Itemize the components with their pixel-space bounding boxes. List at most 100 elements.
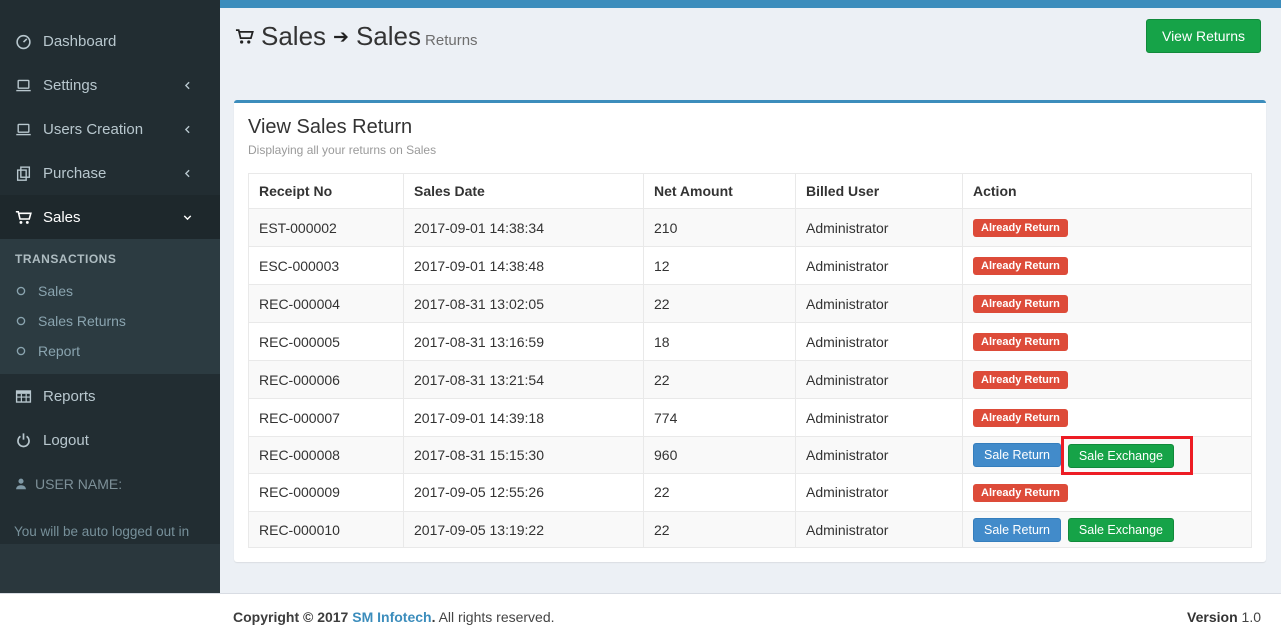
sidebar: Dashboard Settings Users Creation Purchase S… [0, 0, 220, 593]
sidebar-item-settings[interactable]: Settings [0, 63, 220, 107]
circle-icon [15, 315, 27, 327]
sale-return-button[interactable]: Sale Return [973, 443, 1062, 468]
cell-billed-user: Administrator [795, 208, 963, 247]
submenu-item-label: Sales Returns [38, 313, 126, 329]
sales-returns-table: Receipt No Sales Date Net Amount Billed Use… [248, 173, 1252, 549]
cell-receipt-no: REC-000005 [248, 322, 404, 361]
breadcrumb-secondary: Sales [355, 21, 422, 51]
copyright-dot: . [431, 608, 436, 625]
table-header-row: Receipt No Sales Date Net Amount Billed Use… [248, 173, 1252, 209]
cell-net-amount: 960 [643, 436, 796, 474]
cell-receipt-no: REC-000010 [248, 510, 404, 549]
sidebar-item-dashboard[interactable]: Dashboard [0, 19, 220, 63]
content-header: Sales ➔ Sales Returns View Returns [220, 8, 1281, 100]
cell-billed-user: Administrator [795, 436, 963, 474]
submenu-item-sales-returns[interactable]: Sales Returns [0, 306, 220, 336]
cell-sales-date: 2017-08-31 13:16:59 [403, 322, 644, 361]
cell-net-amount: 210 [643, 208, 796, 247]
cell-sales-date: 2017-08-31 13:02:05 [403, 284, 644, 323]
sale-return-button[interactable]: Sale Return [973, 518, 1062, 543]
already-return-badge: Already Return [973, 295, 1068, 313]
column-header-billed-user: Billed User [795, 173, 963, 209]
cell-action: Already Return [962, 360, 1252, 399]
page-title: Sales ➔ Sales Returns [234, 21, 1266, 52]
panel-subtitle: Displaying all your returns on Sales [248, 143, 437, 157]
column-header-receipt-no: Receipt No [248, 173, 404, 209]
cell-sales-date: 2017-09-01 14:38:34 [403, 208, 644, 247]
sale-exchange-button[interactable]: Sale Exchange [1067, 443, 1174, 468]
sidebar-item-purchase[interactable]: Purchase [0, 151, 220, 195]
already-return-badge: Already Return [973, 219, 1068, 237]
table-row-rec-000009: REC-000009 2017-09-05 12:55:26 22 Administr… [248, 472, 1252, 512]
already-return-badge: Already Return [973, 257, 1068, 275]
user-icon [14, 477, 28, 491]
cart-icon [15, 209, 32, 226]
submenu-item-report[interactable]: Report [0, 336, 220, 366]
already-return-badge: Already Return [973, 333, 1068, 351]
cell-sales-date: 2017-09-05 12:55:26 [403, 472, 644, 512]
column-header-action: Action [962, 173, 1252, 209]
circle-icon [15, 285, 27, 297]
table-row-rec-000005: REC-000005 2017-08-31 13:16:59 18 Administr… [248, 322, 1252, 361]
sidebar-menu: Dashboard Settings Users Creation Purchase S… [0, 0, 220, 239]
laptop-icon [15, 77, 32, 94]
cell-action: Already Return [962, 208, 1252, 247]
cart-icon [234, 27, 255, 46]
chevron-left-icon [181, 167, 194, 180]
company-link[interactable]: SM Infotech [352, 608, 432, 625]
view-returns-button[interactable]: View Returns [1145, 19, 1261, 53]
sidebar-item-sales[interactable]: Sales [0, 195, 220, 239]
sale-exchange-button[interactable]: Sale Exchange [1067, 518, 1174, 543]
user-name-label: USER NAME: [35, 476, 123, 492]
already-return-badge: Already Return [973, 483, 1068, 502]
user-panel: USER NAME: [0, 470, 220, 498]
cell-action: Already Return [962, 322, 1252, 361]
sidebar-item-label: Purchase [43, 164, 107, 182]
cell-net-amount: 22 [643, 472, 796, 512]
dashboard-icon [15, 33, 32, 50]
cell-billed-user: Administrator [795, 472, 963, 512]
table-row-esc-000003: ESC-000003 2017-09-01 14:38:48 12 Administr… [248, 246, 1252, 285]
cell-receipt-no: REC-000008 [248, 436, 404, 474]
copy-icon [15, 165, 32, 182]
table-icon [15, 388, 32, 405]
sidebar-item-logout[interactable]: Logout [0, 418, 220, 462]
submenu-item-label: Sales [38, 283, 74, 299]
submenu-item-sales[interactable]: Sales [0, 276, 220, 306]
chevron-down-icon [181, 211, 194, 224]
submenu-item-label: Report [38, 343, 81, 359]
table-row-rec-000008: REC-000008 2017-08-31 15:15:30 960 Administ… [248, 435, 1252, 475]
version-text: Version 1.0 [1187, 609, 1261, 625]
cell-sales-date: 2017-08-31 15:15:30 [403, 436, 644, 474]
cell-billed-user: Administrator [795, 322, 963, 361]
cell-sales-date: 2017-09-01 14:39:18 [403, 398, 644, 437]
version-label: Version [1187, 608, 1238, 625]
sidebar-item-label: Dashboard [43, 32, 117, 50]
power-icon [15, 432, 32, 449]
main-content: Sales ➔ Sales Returns View Returns View Sal… [220, 0, 1281, 593]
copyright-suffix: All rights reserved. [435, 608, 555, 625]
sidebar-item-reports[interactable]: Reports [0, 374, 220, 418]
cell-billed-user: Administrator [795, 398, 963, 437]
cell-billed-user: Administrator [795, 284, 963, 323]
sales-return-panel: View Sales Return Displaying all your re… [234, 100, 1266, 563]
cell-receipt-no: REC-000006 [248, 360, 404, 399]
cell-sales-date: 2017-09-01 14:38:48 [403, 246, 644, 285]
cell-action: Already Return [962, 398, 1252, 437]
cell-action: Sale Return Sale Exchange [962, 435, 1252, 475]
sidebar-item-label: Users Creation [43, 120, 144, 138]
table-row-rec-000006: REC-000006 2017-08-31 13:21:54 22 Administr… [248, 360, 1252, 399]
arrow-right-icon: ➔ [333, 27, 349, 48]
sidebar-submenu: TRANSACTIONS Sales Sales Returns Report [0, 239, 220, 374]
sidebar-item-label: Reports [43, 387, 96, 405]
cell-sales-date: 2017-08-31 13:21:54 [403, 360, 644, 399]
table-row-est-000002: EST-000002 2017-09-01 14:38:34 210 Administ… [248, 208, 1252, 247]
laptop-icon [15, 121, 32, 138]
sidebar-item-users-creation[interactable]: Users Creation [0, 107, 220, 151]
column-header-sales-date: Sales Date [403, 173, 644, 209]
cell-receipt-no: REC-000004 [248, 284, 404, 323]
cell-action: Already Return [962, 472, 1252, 512]
copyright-prefix: Copyright © 2017 [233, 608, 349, 625]
already-return-badge: Already Return [973, 371, 1068, 389]
cell-action: Already Return [962, 246, 1252, 285]
